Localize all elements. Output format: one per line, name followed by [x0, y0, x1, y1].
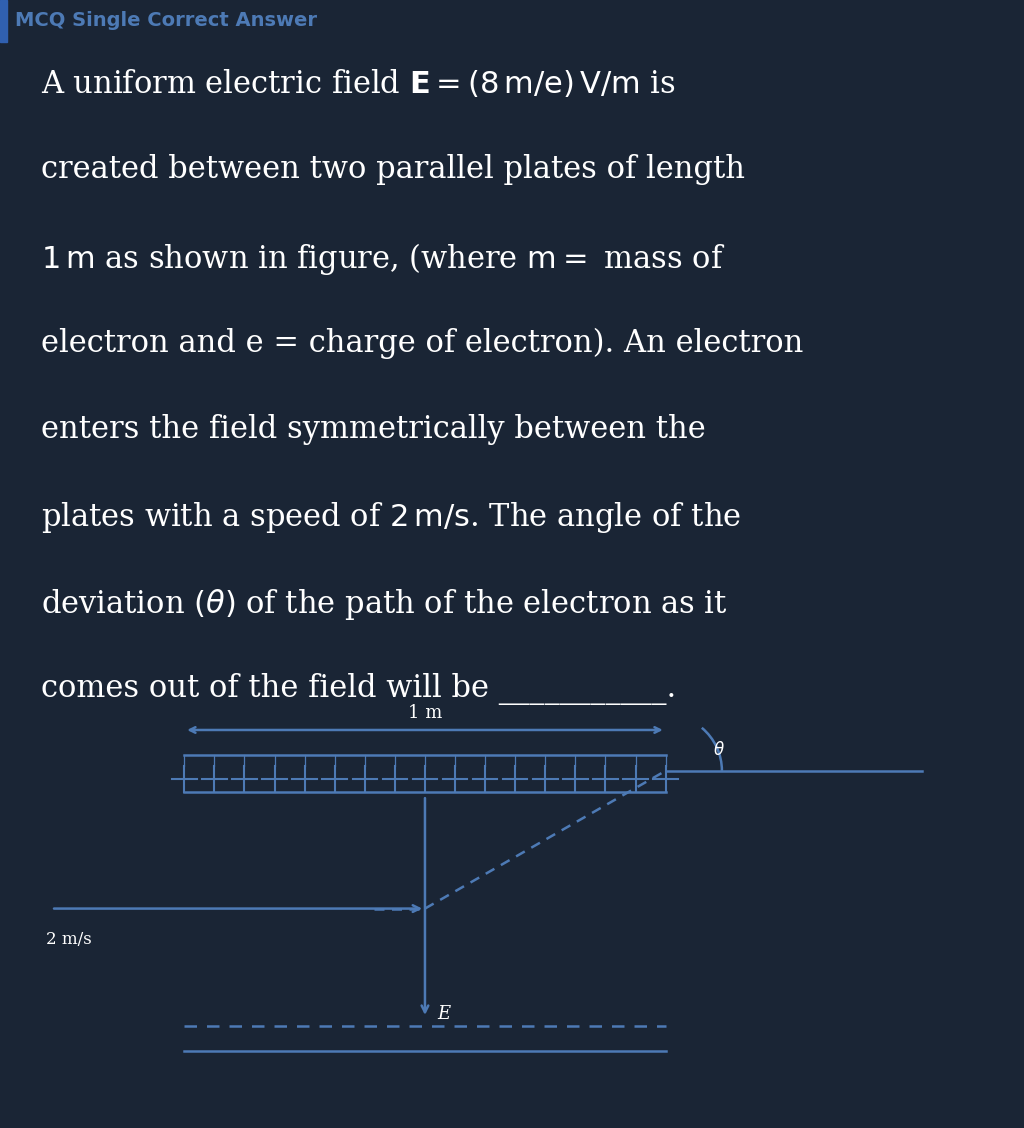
Text: MCQ Single Correct Answer: MCQ Single Correct Answer [15, 11, 317, 30]
Text: created between two parallel plates of length: created between two parallel plates of l… [41, 155, 745, 185]
Text: A uniform electric field $\mathbf{E} = (8\,\mathrm{m/e})\,\mathrm{V/m}$ is: A uniform electric field $\mathbf{E} = (… [41, 68, 676, 100]
Text: enters the field symmetrically between the: enters the field symmetrically between t… [41, 414, 706, 444]
Text: comes out of the field will be ___________.: comes out of the field will be _________… [41, 673, 676, 705]
Text: 1 m: 1 m [408, 704, 442, 722]
Text: E: E [437, 1005, 451, 1023]
Text: plates with a speed of $2\,\mathrm{m/s}$. The angle of the: plates with a speed of $2\,\mathrm{m/s}$… [41, 500, 741, 535]
Text: electron and e = charge of electron). An electron: electron and e = charge of electron). An… [41, 327, 804, 359]
Text: deviation $(\theta)$ of the path of the electron as it: deviation $(\theta)$ of the path of the … [41, 587, 728, 622]
Text: $1\,\mathrm{m}$ as shown in figure, (where $\mathrm{m} =$ mass of: $1\,\mathrm{m}$ as shown in figure, (whe… [41, 241, 725, 276]
Bar [0, 0, 7, 42]
Text: $\theta$: $\theta$ [714, 741, 725, 758]
Text: 2 m/s: 2 m/s [46, 931, 92, 948]
